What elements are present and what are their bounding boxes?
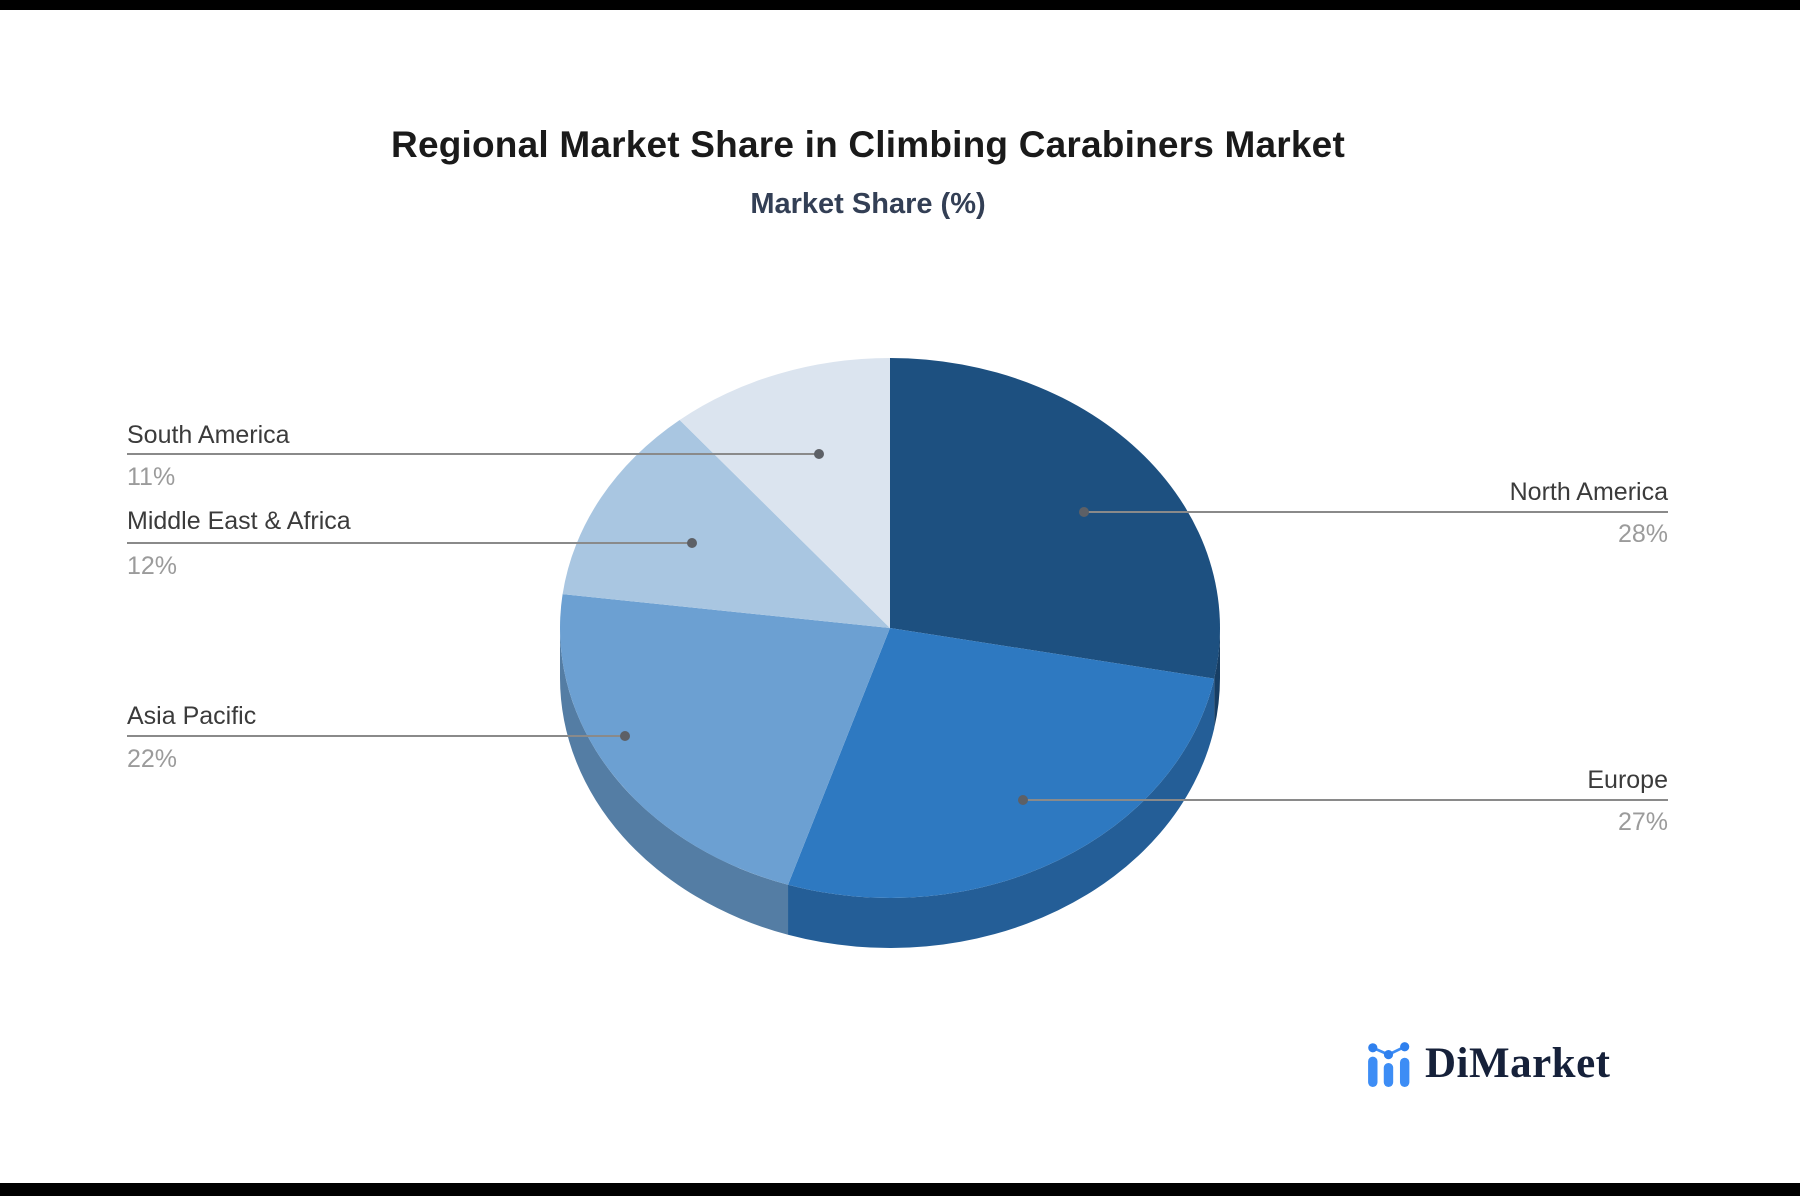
pie-side-north-america [1214,628,1220,729]
chart-logo-icon [1368,1042,1410,1087]
callout-label-south-america: South America [127,421,290,449]
callout-label-middle-east-africa: Middle East & Africa [127,507,351,535]
callout-value-asia-pacific: 22% [127,745,178,773]
callout-dot-asia-pacific [620,731,630,741]
brand-logo-text: DiMarket [1425,1040,1611,1087]
pie-slice-middle-east-africa [562,419,890,628]
pie-slice-north-america [890,358,1220,679]
callout-dot-europe [1018,795,1028,805]
callout-dot-south-america [814,449,824,459]
pie-slice-south-america [679,358,890,628]
top-letterbox-bar [0,0,1800,10]
pie-side-asia-pacific [560,628,789,935]
pie-slice-asia-pacific [560,594,890,885]
callout-value-europe: 27% [1617,808,1668,836]
page-subtitle: Market Share (%) [750,188,986,220]
callout-label-north-america: North America [1509,478,1668,506]
callout-dot-north-america [1079,507,1089,517]
pie-side-europe [788,678,1215,948]
callout-label-europe: Europe [1587,766,1668,794]
callout-value-south-america: 11% [127,463,176,491]
callout-dot-middle-east-africa [687,538,697,548]
bottom-letterbox-bar [0,1183,1800,1196]
callout-label-asia-pacific: Asia Pacific [127,702,257,730]
callout-value-north-america: 28% [1617,520,1668,548]
callout-value-middle-east-africa: 12% [127,552,178,580]
brand-logo: DiMarket [1366,1040,1611,1088]
page-title: Regional Market Share in Climbing Carabi… [391,124,1345,165]
pie-slice-europe [788,628,1215,898]
